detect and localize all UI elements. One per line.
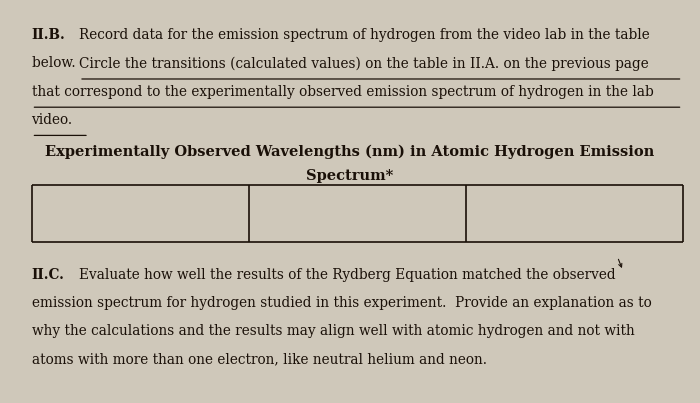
Text: emission spectrum for hydrogen studied in this experiment.  Provide an explanati: emission spectrum for hydrogen studied i… [32,296,651,310]
Text: below.: below. [32,56,84,71]
Text: II.C.: II.C. [32,268,64,282]
Text: why the calculations and the results may align well with atomic hydrogen and not: why the calculations and the results may… [32,324,634,339]
Text: atoms with more than one electron, like neutral helium and neon.: atoms with more than one electron, like … [32,353,486,367]
Text: Circle the transitions (calculated values) on the table in II.A. on the previous: Circle the transitions (calculated value… [79,56,649,71]
Text: Experimentally Observed Wavelengths (nm) in Atomic Hydrogen Emission: Experimentally Observed Wavelengths (nm)… [46,145,655,160]
Text: video.: video. [32,113,73,127]
Text: II.B.: II.B. [32,28,65,42]
Text: Spectrum*: Spectrum* [307,169,393,183]
Text: Evaluate how well the results of the Rydberg Equation matched the observed: Evaluate how well the results of the Ryd… [79,268,616,282]
Text: that correspond to the experimentally observed emission spectrum of hydrogen in : that correspond to the experimentally ob… [32,85,653,99]
Text: Record data for the emission spectrum of hydrogen from the video lab in the tabl: Record data for the emission spectrum of… [79,28,650,42]
